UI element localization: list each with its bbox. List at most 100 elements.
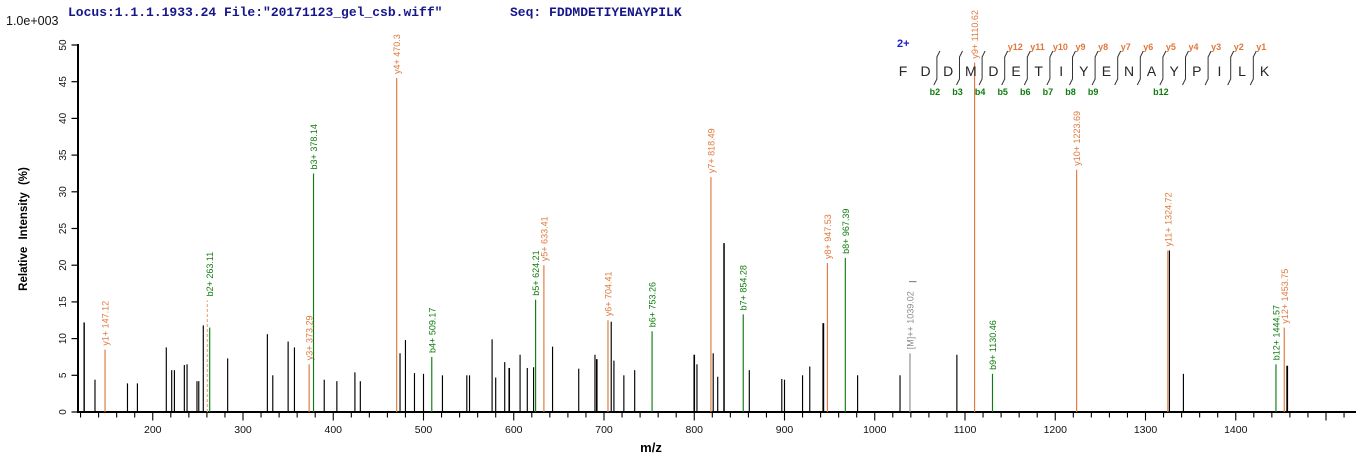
y-ion-label: y8 — [1098, 42, 1108, 52]
fragment-boundary-mark — [1182, 50, 1189, 86]
residue-letter: I — [1217, 63, 1221, 79]
peak-label-b4: b4+ 509.17 — [427, 308, 437, 353]
peak-label-b9: b9+ 1130.46 — [988, 320, 998, 370]
b-ion-label: b8 — [1065, 87, 1076, 97]
fragment-boundary-mark — [933, 50, 941, 86]
fragment-boundary-mark — [1069, 50, 1076, 86]
peak-label-b3: b3+ 378.14 — [309, 124, 319, 169]
x-tick-label: 300 — [234, 424, 252, 436]
residue-letter: D — [921, 63, 931, 79]
y-tick-label: 30 — [58, 186, 69, 198]
b-ion-label: b9 — [1088, 87, 1099, 97]
y-tick-label: 0 — [58, 409, 69, 415]
residue-letter: D — [943, 63, 953, 79]
b-ion-label: b3 — [952, 87, 963, 97]
x-tick-label: 1100 — [954, 424, 977, 436]
fragment-boundary-mark — [956, 50, 963, 86]
residue-letter: I — [1059, 63, 1063, 79]
y-axis-title: Relative Intensity (%) — [18, 167, 30, 291]
residue-letter: Y — [1170, 63, 1180, 79]
fragment-boundary-mark — [1227, 50, 1235, 86]
fragment-boundary-mark — [1046, 50, 1054, 86]
fragment-boundary-mark — [1136, 50, 1144, 86]
peak-label-y5: y5+ 633.41 — [539, 216, 549, 261]
fragment-boundary-mark — [1001, 50, 1009, 86]
peak-label-y1: y1+ 147.12 — [101, 301, 111, 346]
y-tick-label: 10 — [58, 333, 69, 345]
residue-letter: Y — [1079, 63, 1089, 79]
peak-label-b6: b6+ 753.26 — [648, 282, 658, 327]
peptide-sequence-text: FDDMDETIYENAYPILK — [549, 5, 682, 20]
peaks: y1+ 147.12 b2+ 263.11 y3+ 373.29 b3+ 378.14… — [83, 10, 1290, 412]
residue-letter: A — [1147, 63, 1157, 79]
peak-label-y9: y9+ 1110.62 — [970, 10, 980, 58]
peak-label-b7: b7+ 854.28 — [739, 265, 749, 310]
y-tick-label: 45 — [58, 76, 69, 88]
b-ion-label: b6 — [1020, 87, 1031, 97]
peak-label-y8: y8+ 947.53 — [823, 214, 833, 259]
peak-label-y12: y12+ 1453.75 — [1280, 269, 1290, 324]
locus-file-label: Locus:1.1.1.1933.24 File:"20171123_gel_c… — [68, 5, 443, 20]
y-tick-label: 50 — [58, 39, 69, 51]
x-tick-label: 1300 — [1134, 424, 1158, 436]
y-ion-label: y2 — [1234, 42, 1244, 52]
x-tick-label: 400 — [324, 424, 342, 436]
x-tick-label: 1200 — [1044, 424, 1068, 436]
residue-letter: L — [1238, 63, 1246, 79]
y-ion-label: y11 — [1030, 42, 1045, 52]
y-ion-label: y12 — [1008, 42, 1023, 52]
residue-letter: F — [899, 63, 908, 79]
residue-letter: E — [1102, 63, 1111, 79]
x-axis-title: m/z — [640, 440, 662, 455]
x-axis-ticks: 200 300 400 500 600 700 800 900 1000 1100 1200 1300… — [80, 413, 1345, 436]
x-tick-label: 900 — [776, 424, 794, 436]
residue-letter: K — [1260, 63, 1270, 79]
y-ion-label: y9 — [1076, 42, 1086, 52]
y-tick-label: 15 — [58, 296, 69, 308]
residue-letter: M — [965, 63, 977, 79]
y-ion-label: y10 — [1053, 42, 1068, 52]
x-tick-label: 500 — [415, 424, 433, 436]
peak-label-b2: b2+ 263.11 — [205, 252, 215, 297]
x-tick-label: 800 — [685, 424, 703, 436]
fragment-boundary-mark — [1204, 50, 1212, 86]
y-tick-label: 20 — [58, 259, 69, 271]
peak-label-y7: y7+ 818.49 — [706, 128, 716, 173]
residue-letter: P — [1192, 63, 1201, 79]
y-tick-label: 5 — [58, 372, 69, 378]
residue-letter: T — [1034, 63, 1043, 79]
residue-letter: E — [1011, 63, 1020, 79]
b-ion-label: b7 — [1043, 87, 1054, 97]
y-tick-label: 35 — [58, 149, 69, 161]
fragment-boundary-mark — [978, 50, 986, 86]
peak-label-y6: y6+ 704.41 — [603, 271, 613, 316]
seq-prefix-label: Seq: — [510, 5, 550, 20]
x-tick-label: 700 — [595, 424, 613, 436]
precursor-charge-label: 2+ — [897, 38, 910, 50]
peak-label-b5: b5+ 624.21 — [531, 250, 541, 295]
y-tick-label: 40 — [58, 112, 69, 124]
y-ion-label: y5 — [1166, 42, 1176, 52]
fragment-boundary-mark — [1023, 50, 1031, 86]
fragment-boundary-mark — [1159, 50, 1167, 86]
b-ion-label: b5 — [997, 87, 1008, 97]
x-tick-label: 1000 — [863, 424, 887, 436]
peak-label-b8: b8+ 967.39 — [841, 209, 851, 254]
sequence-header: Seq: FDDMDETIYENAYPILK — [510, 5, 682, 20]
y-axis-ticks: 0 5 10 15 20 25 30 35 40 45 50 — [58, 39, 78, 415]
b-ion-label: b12 — [1153, 87, 1169, 97]
peak-label-y3: y3+ 373.29 — [305, 315, 315, 360]
peak-label-M: [M]++ 1039.02 — [905, 291, 915, 349]
b-ion-label: b2 — [930, 87, 941, 97]
peak-label-y10: y10+ 1223.69 — [1072, 111, 1082, 166]
x-tick-label: 200 — [144, 424, 162, 436]
x-tick-label: 600 — [505, 424, 523, 436]
fragment-boundary-mark — [1114, 50, 1122, 86]
y-ion-label: y1 — [1256, 42, 1266, 52]
y-ion-label: y3 — [1211, 42, 1221, 52]
b-ion-label: b4 — [975, 87, 986, 97]
fragment-boundary-mark — [1091, 50, 1099, 86]
